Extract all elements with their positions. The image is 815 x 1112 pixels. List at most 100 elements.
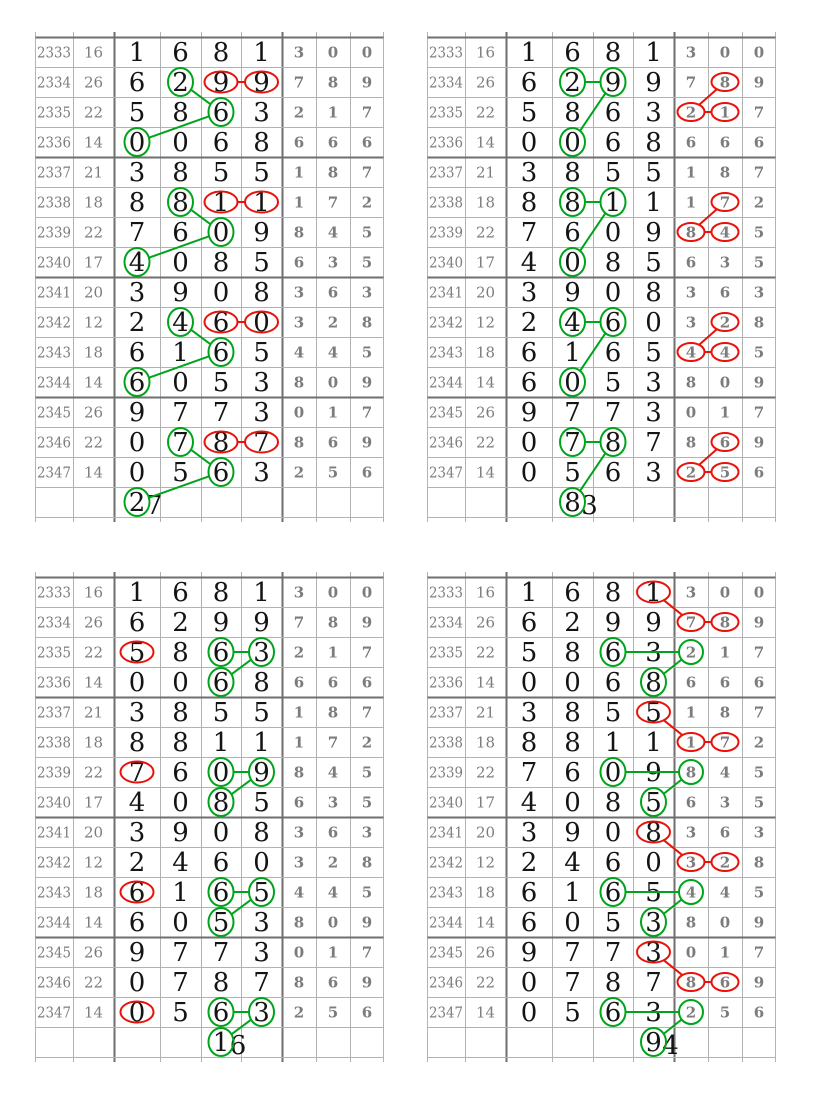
digit-cell: 1: [253, 188, 270, 218]
green-circle-annotation: [207, 97, 235, 127]
tail-cell: 3: [328, 794, 338, 812]
sum-cell: 22: [476, 224, 495, 242]
red-circle-annotation: [710, 732, 740, 752]
digit-cell: 5: [213, 908, 230, 938]
period-cell: 2340: [429, 254, 463, 272]
digit-cell: 3: [129, 818, 146, 848]
period-cell: 2342: [37, 314, 71, 332]
digit-cell: 4: [129, 248, 146, 278]
digit-cell: 7: [253, 428, 270, 458]
digit-cell: 4: [521, 788, 538, 818]
tail-cell: 3: [362, 824, 372, 842]
digit-cell: 5: [645, 248, 662, 278]
tail-cell: 4: [686, 344, 696, 362]
digit-cell: 6: [605, 638, 622, 668]
digit-cell: 1: [645, 578, 662, 608]
tail-cell: 0: [686, 404, 696, 422]
tail-cell: 8: [686, 434, 696, 452]
tail-cell: 7: [294, 74, 304, 92]
digit-cell: 0: [521, 968, 538, 998]
red-connector-line: [662, 839, 684, 857]
sum-cell: 16: [476, 44, 495, 62]
red-circle-annotation: [203, 310, 239, 334]
digit-cell: 1: [213, 188, 230, 218]
digit-cell: 0: [564, 368, 581, 398]
green-circle-annotation: [207, 997, 235, 1027]
period-cell: 2335: [429, 644, 463, 662]
tail-cell: 7: [686, 74, 696, 92]
digit-cell: 7: [129, 218, 146, 248]
digit-cell: 6: [564, 758, 581, 788]
digit-cell: 6: [213, 998, 230, 1028]
tail-cell: 3: [686, 584, 696, 602]
tail-cell: 0: [754, 44, 764, 62]
digit-cell: 7: [564, 398, 581, 428]
tail-cell: 0: [328, 584, 338, 602]
period-cell: 2336: [37, 134, 71, 152]
red-connector-line: [698, 208, 718, 226]
sum-cell: 22: [476, 764, 495, 782]
digit-cell: 8: [213, 968, 230, 998]
tail-cell: 6: [328, 134, 338, 152]
digit-cell: 5: [129, 98, 146, 128]
tail-cell: 0: [362, 584, 372, 602]
digit-cell: 0: [213, 278, 230, 308]
digit-cell: 3: [253, 98, 270, 128]
sum-cell: 18: [84, 884, 103, 902]
tail-cell: 1: [294, 164, 304, 182]
digit-cell: 8: [253, 668, 270, 698]
red-circle-annotation: [636, 700, 671, 724]
sum-cell: 21: [84, 164, 103, 182]
sum-cell: 16: [84, 584, 103, 602]
period-cell: 2340: [429, 794, 463, 812]
period-cell: 2345: [429, 404, 463, 422]
tail-cell: 5: [754, 344, 764, 362]
digit-cell: 1: [564, 878, 581, 908]
digit-cell: 9: [564, 278, 581, 308]
digit-cell: 9: [521, 938, 538, 968]
green-circle-annotation: [599, 187, 627, 217]
tail-cell: 0: [720, 914, 730, 932]
digit-cell: 6: [564, 578, 581, 608]
tail-cell: 8: [362, 854, 372, 872]
digit-cell: 3: [521, 698, 538, 728]
digit-cell: 6: [172, 578, 189, 608]
digit-cell: 0: [605, 218, 622, 248]
digit-cell: 3: [521, 278, 538, 308]
period-cell: 2336: [37, 674, 71, 692]
digit-cell: 0: [564, 908, 581, 938]
period-cell: 2334: [429, 614, 463, 632]
tail-cell: 6: [686, 794, 696, 812]
digit-cell: 5: [253, 158, 270, 188]
red-circle-annotation: [636, 580, 671, 604]
digit-cell: 7: [129, 758, 146, 788]
tail-cell: 9: [362, 434, 372, 452]
digit-cell: 4: [521, 248, 538, 278]
sum-cell: 21: [476, 704, 495, 722]
tail-cell: 5: [362, 884, 372, 902]
green-circle-annotation: [207, 337, 235, 367]
digit-cell: 5: [253, 878, 270, 908]
digit-cell: 8: [605, 428, 622, 458]
period-cell: 2343: [429, 344, 463, 362]
tail-cell: 1: [294, 194, 304, 212]
tail-cell: 8: [720, 704, 730, 722]
green-circle-annotation: [207, 787, 235, 817]
trend-panel-bottom-left: 2333 16 1 6 8 1 3 0 0 2334 26 6 2 9 9 7 8 9 2335 22 5 8 6 3 2 1 7 2…: [35, 572, 385, 1062]
tail-cell: 7: [754, 404, 764, 422]
period-cell: 2340: [37, 794, 71, 812]
tail-cell: 0: [328, 914, 338, 932]
tail-cell: 6: [754, 134, 764, 152]
digit-cell: 1: [521, 578, 538, 608]
green-connector-line: [189, 328, 212, 346]
red-connector-line: [698, 448, 718, 466]
period-cell: 2345: [37, 944, 71, 962]
tail-cell: 0: [294, 404, 304, 422]
tail-cell: 6: [362, 134, 372, 152]
digit-cell: 5: [253, 248, 270, 278]
period-cell: 2337: [429, 704, 463, 722]
digit-cell: 8: [645, 668, 662, 698]
sum-cell: 21: [84, 704, 103, 722]
